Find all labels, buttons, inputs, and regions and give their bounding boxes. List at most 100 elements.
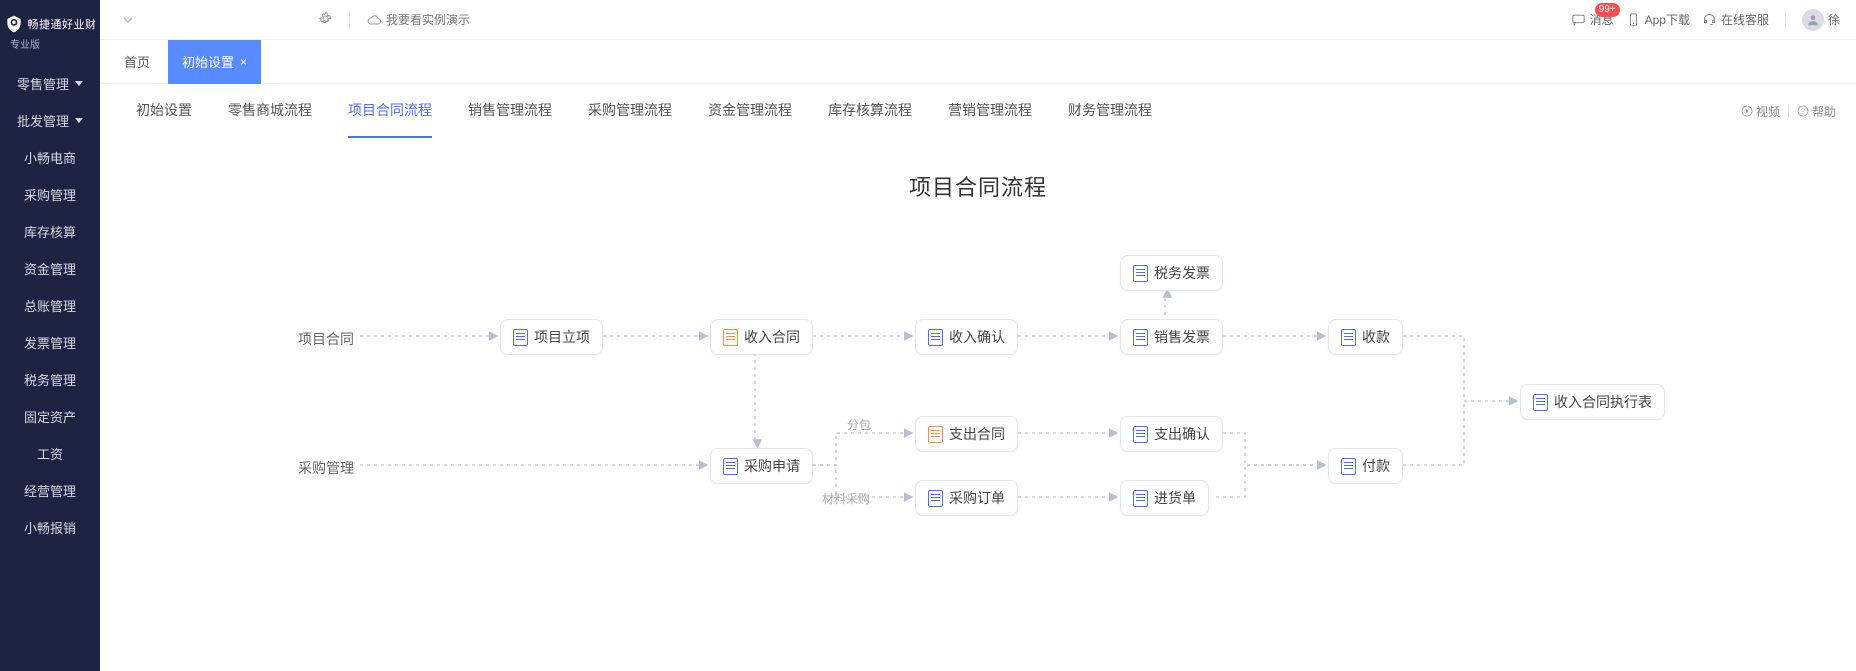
flow-node-label: 采购订单 (949, 488, 1005, 508)
sub-tab[interactable]: 资金管理流程 (708, 84, 792, 138)
sidebar-item[interactable]: 批发管理 (0, 102, 100, 139)
flow-node[interactable]: 付款 (1328, 448, 1403, 484)
flow-node-label: 收款 (1362, 327, 1390, 347)
flow-node[interactable]: 税务发票 (1120, 255, 1223, 291)
flow-edge (1216, 465, 1324, 497)
sub-tab[interactable]: 营销管理流程 (948, 84, 1032, 138)
divider (1785, 11, 1786, 29)
flow-node[interactable]: 采购订单 (915, 480, 1018, 516)
sub-tab[interactable]: 销售管理流程 (468, 84, 552, 138)
demo-link[interactable]: 我要看实例演示 (366, 11, 470, 28)
page-tab[interactable]: 首页 (110, 40, 164, 84)
flow-node[interactable]: 销售发票 (1120, 319, 1223, 355)
customer-service-label: 在线客服 (1721, 11, 1769, 28)
document-icon (928, 426, 943, 443)
flow-node-label: 收入确认 (949, 327, 1005, 347)
sub-tab[interactable]: 财务管理流程 (1068, 84, 1152, 138)
document-icon (928, 490, 943, 507)
flow-node[interactable]: 收入确认 (915, 319, 1018, 355)
close-icon[interactable]: × (240, 55, 247, 69)
play-icon (1741, 105, 1753, 117)
messages-button[interactable]: 消息 99+ (1571, 11, 1614, 28)
org-dropdown[interactable] (116, 14, 306, 26)
flow-edge (1396, 336, 1516, 401)
sub-tab[interactable]: 零售商城流程 (228, 84, 312, 138)
page-tab-label: 首页 (124, 52, 150, 71)
sidebar-item[interactable]: 小畅报销 (0, 509, 100, 546)
chevron-down-icon (122, 14, 134, 26)
flow-node-label: 支出合同 (949, 424, 1005, 444)
sub-tab[interactable]: 采购管理流程 (588, 84, 672, 138)
sub-tab[interactable]: 初始设置 (136, 84, 192, 138)
sidebar-item[interactable]: 税务管理 (0, 361, 100, 398)
customer-service-button[interactable]: 在线客服 (1702, 11, 1769, 28)
flow-node-label: 收入合同执行表 (1554, 392, 1652, 412)
flow-node[interactable]: 收款 (1328, 319, 1403, 355)
sidebar-item[interactable]: 采购管理 (0, 176, 100, 213)
avatar-icon (1802, 9, 1824, 31)
sidebar-item[interactable]: 工资 (0, 435, 100, 472)
sidebar: 畅捷通好业财 专业版 零售管理批发管理小畅电商采购管理库存核算资金管理总账管理发… (0, 0, 100, 671)
flow-row-label: 项目合同 (298, 329, 354, 349)
divider (349, 11, 350, 29)
gear-icon (318, 11, 333, 26)
sidebar-item[interactable]: 库存核算 (0, 213, 100, 250)
document-icon (1341, 458, 1356, 475)
sub-tab[interactable]: 项目合同流程 (348, 84, 432, 138)
sidebar-item[interactable]: 发票管理 (0, 324, 100, 361)
page-tab[interactable]: 初始设置× (168, 40, 261, 84)
video-help-link[interactable]: 视频 (1741, 103, 1780, 120)
flow-node[interactable]: 支出确认 (1120, 416, 1223, 452)
flow-edge (1396, 401, 1464, 465)
flow-node-label: 销售发票 (1154, 327, 1210, 347)
flow-edge-label: 材料采购 (822, 490, 870, 507)
brand-block: 畅捷通好业财 专业版 (0, 0, 100, 65)
settings-gear-button[interactable] (318, 11, 333, 29)
flow-node-label: 支出确认 (1154, 424, 1210, 444)
document-icon (723, 329, 738, 346)
video-help-label: 视频 (1756, 103, 1780, 120)
flow-node[interactable]: 进货单 (1120, 480, 1209, 516)
sidebar-item[interactable]: 零售管理 (0, 65, 100, 102)
divider (1788, 104, 1789, 118)
demo-link-label: 我要看实例演示 (386, 11, 470, 28)
sidebar-item[interactable]: 经营管理 (0, 472, 100, 509)
flow-node[interactable]: 支出合同 (915, 416, 1018, 452)
cloud-icon (366, 14, 382, 26)
sub-tab[interactable]: 库存核算流程 (828, 84, 912, 138)
flow-node[interactable]: 收入合同 (710, 319, 813, 355)
page-tabs: 首页初始设置× (100, 40, 1856, 84)
sidebar-item[interactable]: 总账管理 (0, 287, 100, 324)
sub-tab-bar: 初始设置零售商城流程项目合同流程销售管理流程采购管理流程资金管理流程库存核算流程… (100, 84, 1856, 138)
sidebar-item[interactable]: 小畅电商 (0, 139, 100, 176)
flow-node[interactable]: 收入合同执行表 (1520, 384, 1665, 420)
user-name: 徐 (1828, 11, 1840, 28)
document-icon (723, 458, 738, 475)
flow-node-label: 税务发票 (1154, 263, 1210, 283)
document-icon (513, 329, 528, 346)
flow-row-label: 采购管理 (298, 458, 354, 478)
document-icon (928, 329, 943, 346)
flow-canvas: 项目合同流程 项目立项收入合同收入确认销售发票收款税务发票采购申请支出合同支出确… (100, 138, 1856, 671)
svg-text:?: ? (1801, 109, 1805, 116)
sub-tab-actions: 视频 ? 帮助 (1741, 103, 1836, 120)
brand-edition: 专业版 (10, 36, 40, 51)
help-link[interactable]: ? 帮助 (1797, 103, 1836, 120)
phone-icon (1626, 12, 1641, 27)
topbar: 我要看实例演示 消息 99+ App下载 在线客服 徐 (100, 0, 1856, 40)
user-menu[interactable]: 徐 (1802, 9, 1840, 31)
sidebar-item[interactable]: 固定资产 (0, 398, 100, 435)
sidebar-item[interactable]: 资金管理 (0, 250, 100, 287)
flow-node[interactable]: 采购申请 (710, 448, 813, 484)
flow-node[interactable]: 项目立项 (500, 319, 603, 355)
headset-icon (1702, 12, 1717, 27)
flow-node-label: 付款 (1362, 456, 1390, 476)
flow-node-label: 进货单 (1154, 488, 1196, 508)
document-icon (1133, 329, 1148, 346)
main: 我要看实例演示 消息 99+ App下载 在线客服 徐 首页初始设置× 初始设置… (100, 0, 1856, 671)
app-download-button[interactable]: App下载 (1626, 11, 1690, 28)
document-icon (1341, 329, 1356, 346)
message-icon (1571, 12, 1586, 27)
flow-node-label: 采购申请 (744, 456, 800, 476)
document-icon (1133, 426, 1148, 443)
